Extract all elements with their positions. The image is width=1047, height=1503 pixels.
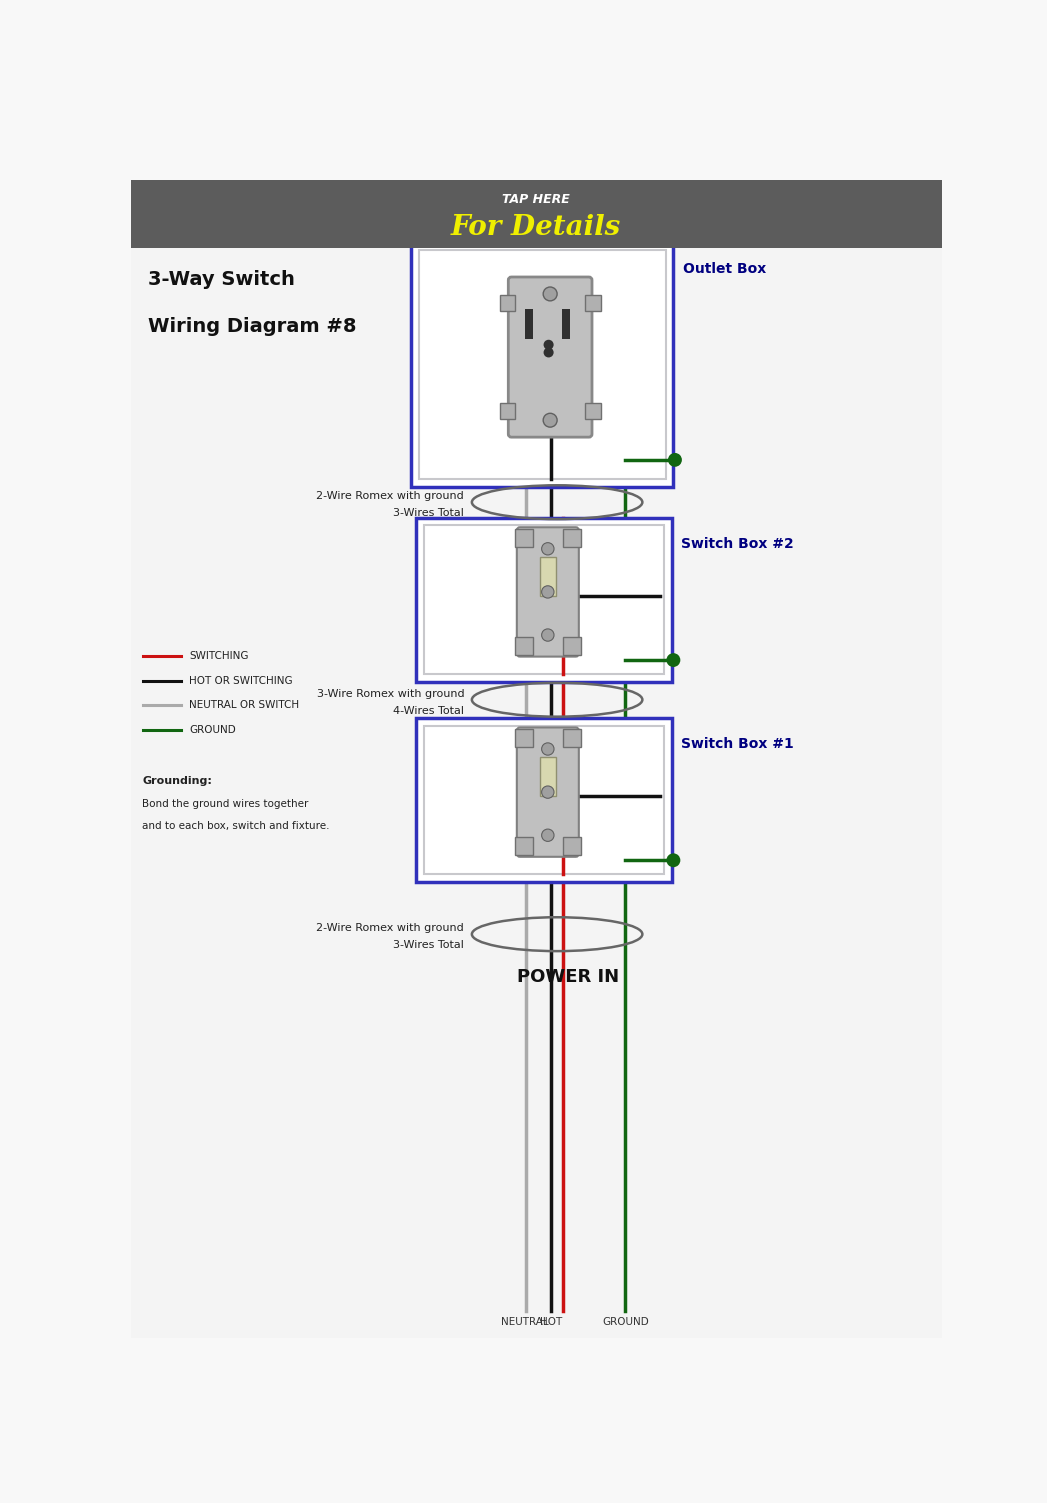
Bar (514, 637, 533, 655)
Text: 2-Wire Romex with ground: 2-Wire Romex with ground (316, 491, 464, 500)
Circle shape (541, 786, 554, 798)
Text: 3-Wires Total: 3-Wires Total (394, 508, 464, 519)
Bar (411, 242, 673, 487)
FancyBboxPatch shape (508, 277, 592, 437)
Text: 2-Wire Romex with ground: 2-Wire Romex with ground (316, 923, 464, 933)
Bar (514, 729, 533, 747)
Text: Switch Box #1: Switch Box #1 (682, 736, 794, 752)
FancyBboxPatch shape (517, 727, 579, 857)
Text: and to each box, switch and fixture.: and to each box, switch and fixture. (142, 821, 330, 831)
Circle shape (543, 347, 554, 358)
Bar (540, 558, 556, 595)
Text: For Details: For Details (451, 215, 621, 242)
Text: Grounding:: Grounding: (142, 777, 213, 786)
Text: 3-Wire Romex with ground: 3-Wire Romex with ground (316, 688, 464, 699)
Bar (526, 310, 533, 331)
Text: Wiring Diagram #8: Wiring Diagram #8 (148, 317, 356, 337)
Bar (562, 729, 581, 747)
Text: Switch Box #2: Switch Box #2 (682, 537, 794, 552)
Bar (562, 317, 570, 338)
Text: GROUND: GROUND (602, 1317, 649, 1327)
Text: POWER IN: POWER IN (517, 968, 619, 986)
Circle shape (543, 340, 554, 350)
Bar (540, 758, 556, 797)
Bar (585, 403, 601, 419)
Circle shape (543, 413, 557, 427)
Circle shape (541, 586, 554, 598)
Bar (562, 637, 581, 655)
Text: HOT: HOT (540, 1317, 562, 1327)
Text: 3-Wires Total: 3-Wires Total (394, 939, 464, 950)
Bar (585, 296, 601, 311)
Bar (416, 517, 672, 682)
Circle shape (668, 452, 682, 467)
Circle shape (541, 543, 554, 555)
Bar (424, 526, 664, 673)
Text: Outlet Box: Outlet Box (683, 262, 766, 277)
Circle shape (541, 742, 554, 755)
Bar (526, 317, 533, 338)
Bar (499, 403, 515, 419)
Bar (424, 726, 664, 875)
Text: NEUTRAL OR SWITCH: NEUTRAL OR SWITCH (190, 700, 299, 711)
Text: 3-Way Switch: 3-Way Switch (148, 269, 295, 289)
Bar (562, 529, 581, 547)
Bar (514, 837, 533, 855)
Text: SWITCHING: SWITCHING (190, 651, 248, 661)
Circle shape (666, 654, 681, 667)
Bar (499, 296, 515, 311)
Text: TAP HERE: TAP HERE (503, 192, 570, 206)
Circle shape (541, 830, 554, 842)
Circle shape (666, 854, 681, 867)
Text: GROUND: GROUND (190, 724, 236, 735)
Text: HOT OR SWITCHING: HOT OR SWITCHING (190, 676, 292, 685)
Text: 4-Wires Total: 4-Wires Total (393, 705, 464, 715)
Circle shape (541, 628, 554, 642)
Bar (562, 310, 570, 331)
Circle shape (543, 287, 557, 301)
Bar (514, 529, 533, 547)
Text: Bond the ground wires together: Bond the ground wires together (142, 800, 309, 810)
Bar (419, 251, 666, 479)
Bar (416, 718, 672, 882)
Text: NEUTRAL: NEUTRAL (500, 1317, 549, 1327)
Bar (562, 837, 581, 855)
Bar (131, 180, 942, 248)
FancyBboxPatch shape (517, 528, 579, 657)
